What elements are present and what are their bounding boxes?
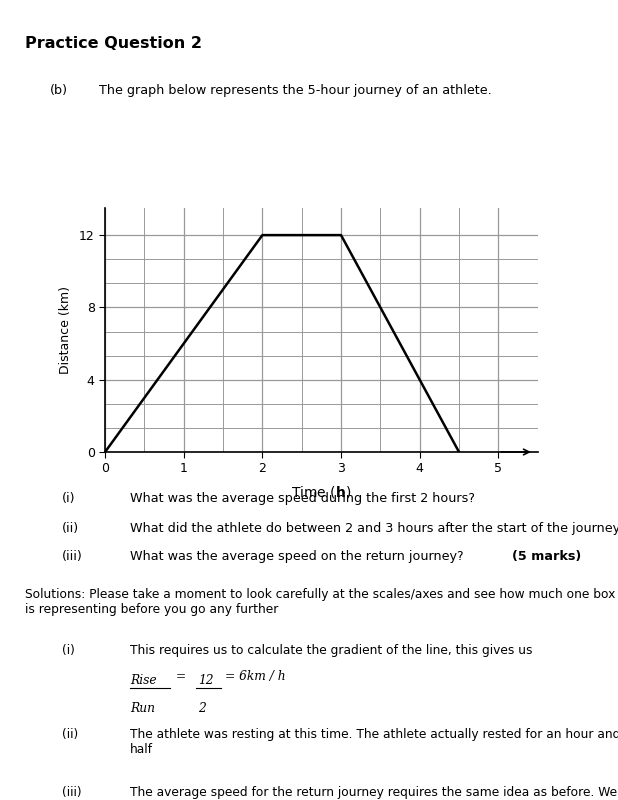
Y-axis label: Distance (km): Distance (km): [59, 286, 72, 374]
Text: (i): (i): [62, 492, 75, 505]
X-axis label: Time ($\mathbf{h}$): Time ($\mathbf{h}$): [291, 484, 352, 500]
Text: Run: Run: [130, 702, 154, 714]
Text: What was the average speed on the return journey?: What was the average speed on the return…: [130, 550, 464, 563]
Text: (iii): (iii): [62, 550, 83, 563]
Text: Rise: Rise: [130, 674, 156, 687]
Text: (ii): (ii): [62, 522, 79, 534]
Text: What was the average speed during the first 2 hours?: What was the average speed during the fi…: [130, 492, 475, 505]
Text: (ii): (ii): [62, 728, 78, 741]
Text: What did the athlete do between 2 and 3 hours after the start of the journey?: What did the athlete do between 2 and 3 …: [130, 522, 618, 534]
Text: 12: 12: [198, 674, 213, 687]
Text: The average speed for the return journey requires the same idea as before. We ne: The average speed for the return journey…: [130, 786, 618, 798]
Text: The athlete was resting at this time. The athlete actually rested for an hour an: The athlete was resting at this time. Th…: [130, 728, 618, 756]
Text: The graph below represents the 5-hour journey of an athlete.: The graph below represents the 5-hour jo…: [99, 84, 492, 97]
Text: This requires us to calculate the gradient of the line, this gives us: This requires us to calculate the gradie…: [130, 644, 532, 657]
Text: (5 marks): (5 marks): [512, 550, 581, 563]
Text: =: =: [176, 670, 186, 683]
Text: Practice Question 2: Practice Question 2: [25, 36, 201, 51]
Text: (b): (b): [49, 84, 67, 97]
Text: (i): (i): [62, 644, 75, 657]
Text: 2: 2: [198, 702, 206, 714]
Text: (iii): (iii): [62, 786, 82, 798]
Text: Solutions: Please take a moment to look carefully at the scales/axes and see how: Solutions: Please take a moment to look …: [25, 588, 615, 616]
Text: = 6km / h: = 6km / h: [225, 670, 286, 683]
